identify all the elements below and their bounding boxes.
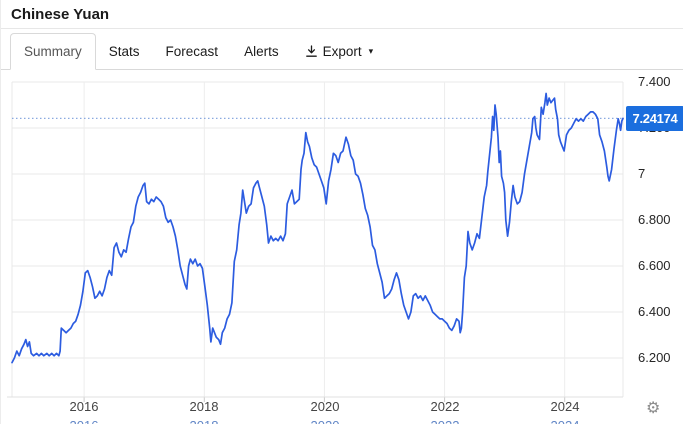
tab-stats[interactable]: Stats	[96, 34, 153, 69]
tab-alerts[interactable]: Alerts	[231, 34, 292, 69]
navigator-year-label: 2022	[417, 419, 473, 424]
chevron-down-icon: ▾	[368, 46, 374, 56]
navigator-year-label: 2018	[176, 419, 232, 424]
current-value-badge: 7.24174	[626, 106, 683, 131]
y-axis-label: 7	[638, 166, 646, 181]
price-chart-svg[interactable]	[1, 70, 683, 424]
tab-export[interactable]: Export ▾	[292, 34, 387, 69]
tab-summary-label: Summary	[24, 44, 82, 59]
y-axis-label: 6.200	[638, 350, 671, 365]
tab-summary[interactable]: Summary	[10, 33, 96, 70]
y-axis-label: 7.400	[638, 74, 671, 89]
x-axis-label: 2022	[430, 399, 460, 414]
settings-gear-icon[interactable]: ⚙	[646, 400, 661, 417]
tab-alerts-label: Alerts	[244, 44, 279, 59]
y-axis-label: 6.600	[638, 258, 671, 273]
navigator-year-label: 2024	[537, 419, 593, 424]
navigator-clipped-row: 2016 2018 2020 2022 2024	[1, 419, 683, 424]
download-icon	[305, 45, 318, 58]
y-axis-label: 6.400	[638, 304, 671, 319]
navigator-year-label: 2020	[297, 419, 353, 424]
tab-export-label: Export	[322, 44, 362, 59]
tab-bar: Summary Stats Forecast Alerts Export ▾	[1, 29, 683, 70]
y-axis-label: 6.800	[638, 212, 671, 227]
title-bar: Chinese Yuan	[1, 0, 683, 29]
x-axis-label: 2016	[69, 399, 99, 414]
x-axis-label: 2018	[189, 399, 219, 414]
tab-forecast[interactable]: Forecast	[153, 34, 232, 69]
x-axis-label: 2020	[310, 399, 340, 414]
tab-stats-label: Stats	[108, 44, 140, 59]
x-axis-label: 2024	[550, 399, 580, 414]
tab-forecast-label: Forecast	[165, 44, 219, 59]
page-title: Chinese Yuan	[11, 5, 110, 23]
navigator-year-label: 2016	[56, 419, 112, 424]
